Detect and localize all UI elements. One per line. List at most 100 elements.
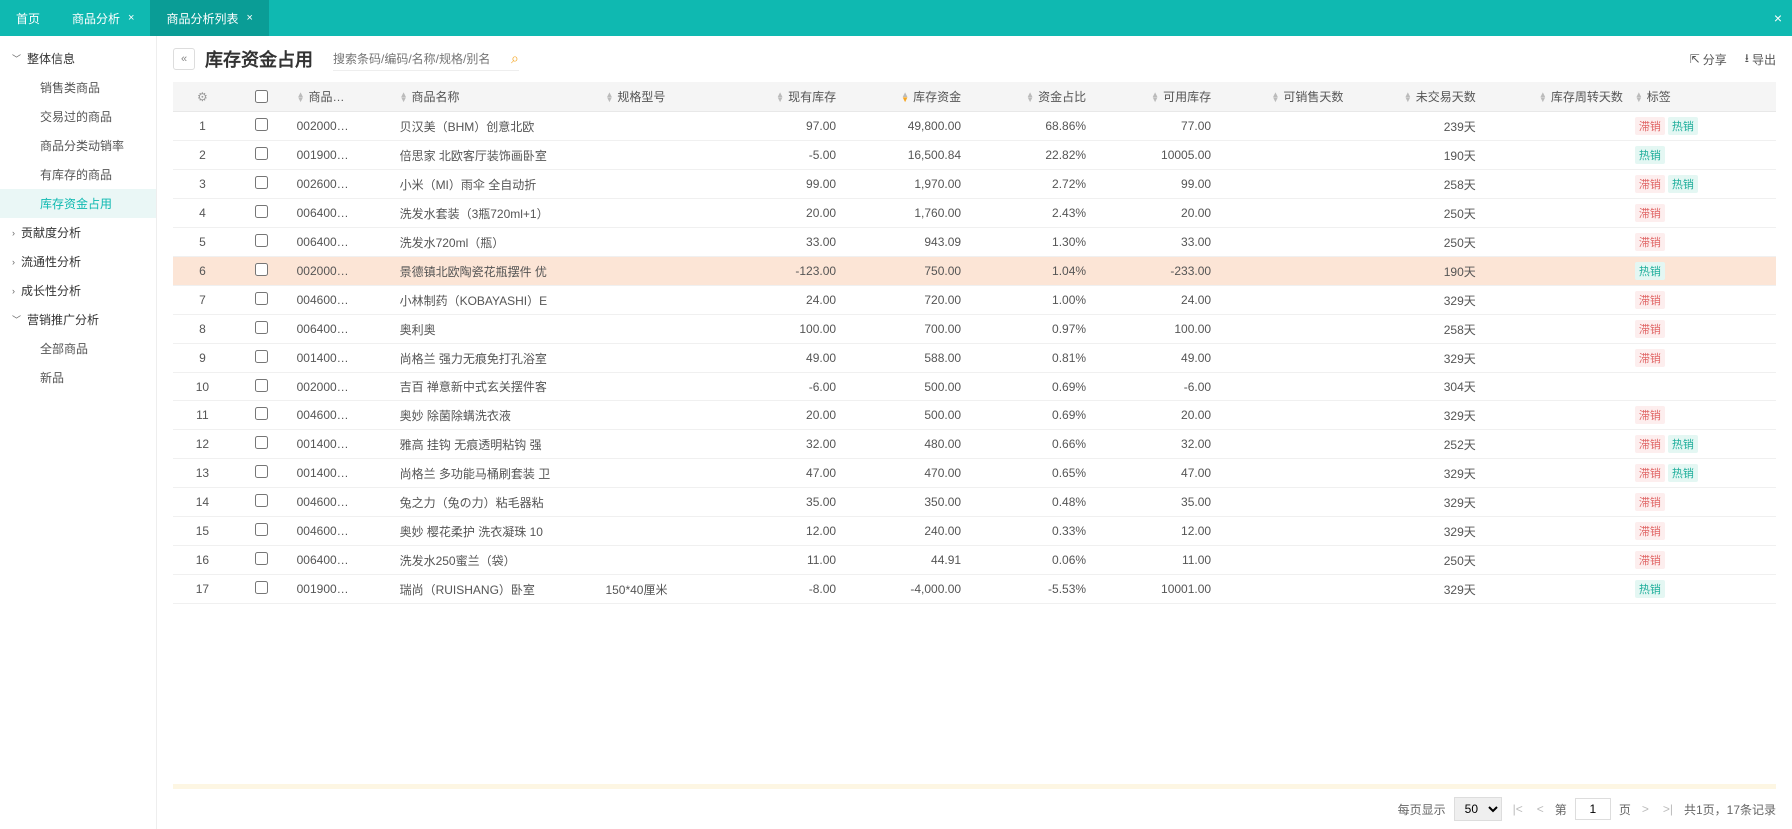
table-row[interactable]: 13001400…尚格兰 多功能马桶刷套装 卫47.00470.000.65%4… bbox=[173, 459, 1776, 488]
sidebar-item[interactable]: 库存资金占用 bbox=[0, 189, 156, 218]
row-checkbox[interactable] bbox=[255, 552, 268, 565]
column-header[interactable]: ▲▼资金占比 bbox=[967, 82, 1092, 112]
column-header[interactable]: ▲▼标签 bbox=[1629, 82, 1776, 112]
row-checkbox[interactable] bbox=[255, 465, 268, 478]
sidebar-item[interactable]: 全部商品 bbox=[0, 334, 156, 363]
row-checkbox[interactable] bbox=[255, 350, 268, 363]
column-label: 商品… bbox=[309, 88, 345, 105]
column-header[interactable]: ▲▼规格型号 bbox=[599, 82, 717, 112]
table-row[interactable]: 6002000…景德镇北欧陶瓷花瓶摆件 优-123.00750.001.04%-… bbox=[173, 257, 1776, 286]
column-label: 规格型号 bbox=[617, 88, 665, 105]
table-row[interactable]: 1002000…贝汉美（BHM）创意北欧97.0049,800.0068.86%… bbox=[173, 112, 1776, 141]
first-page-button[interactable]: |< bbox=[1510, 802, 1526, 816]
sidebar-group-header[interactable]: ›成长性分析 bbox=[0, 276, 156, 305]
row-checkbox[interactable] bbox=[255, 436, 268, 449]
tag-hot: 热销 bbox=[1668, 435, 1698, 453]
table-row[interactable]: 16006400…洗发水250蜜兰（袋）11.0044.910.06%11.00… bbox=[173, 546, 1776, 575]
table-row[interactable]: 5006400…洗发水720ml（瓶）33.00943.091.30%33.00… bbox=[173, 228, 1776, 257]
row-checkbox[interactable] bbox=[255, 523, 268, 536]
column-header[interactable]: ▲▼现有库存 bbox=[717, 82, 842, 112]
cell-saleDays bbox=[1217, 112, 1349, 141]
last-page-button[interactable]: >| bbox=[1660, 802, 1676, 816]
sidebar-group-header[interactable]: ﹀整体信息 bbox=[0, 44, 156, 73]
row-checkbox[interactable] bbox=[255, 407, 268, 420]
table-row[interactable]: 9001400…尚格兰 强力无痕免打孔浴室49.00588.000.81%49.… bbox=[173, 344, 1776, 373]
close-icon[interactable]: × bbox=[246, 12, 252, 24]
sidebar-group-header[interactable]: ›贡献度分析 bbox=[0, 218, 156, 247]
row-checkbox[interactable] bbox=[255, 292, 268, 305]
sidebar-group-header[interactable]: ›流通性分析 bbox=[0, 247, 156, 276]
gear-icon[interactable]: ⚙ bbox=[197, 90, 208, 104]
row-checkbox[interactable] bbox=[255, 118, 268, 131]
cell-name: 洗发水250蜜兰（袋） bbox=[394, 546, 600, 575]
sidebar: ﹀整体信息销售类商品交易过的商品商品分类动销率有库存的商品库存资金占用›贡献度分… bbox=[0, 36, 157, 829]
sort-icon: ▲▼ bbox=[1151, 92, 1159, 102]
row-checkbox[interactable] bbox=[255, 581, 268, 594]
row-index: 16 bbox=[173, 546, 232, 575]
sidebar-item[interactable]: 有库存的商品 bbox=[0, 160, 156, 189]
cell-avail: 77.00 bbox=[1092, 112, 1217, 141]
table-row[interactable]: 11004600…奥妙 除菌除螨洗衣液20.00500.000.69%20.00… bbox=[173, 401, 1776, 430]
page-input[interactable] bbox=[1575, 798, 1611, 820]
table-row[interactable]: 7004600…小林制药（KOBAYASHI）E24.00720.001.00%… bbox=[173, 286, 1776, 315]
row-checkbox[interactable] bbox=[255, 494, 268, 507]
row-checkbox[interactable] bbox=[255, 379, 268, 392]
prev-page-button[interactable]: < bbox=[1534, 802, 1547, 816]
cell-ratio: 68.86% bbox=[967, 112, 1092, 141]
row-checkbox[interactable] bbox=[255, 176, 268, 189]
cell-avail: 33.00 bbox=[1092, 228, 1217, 257]
share-button[interactable]: ⇱分享 bbox=[1690, 49, 1727, 70]
sidebar-item[interactable]: 新品 bbox=[0, 363, 156, 392]
cell-noTxDays: 329天 bbox=[1349, 459, 1481, 488]
row-checkbox[interactable] bbox=[255, 234, 268, 247]
collapse-sidebar-button[interactable]: « bbox=[173, 48, 195, 70]
row-checkbox[interactable] bbox=[255, 263, 268, 276]
select-all-checkbox[interactable] bbox=[255, 90, 268, 103]
sidebar-group-header[interactable]: ﹀营销推广分析 bbox=[0, 305, 156, 334]
close-icon[interactable]: × bbox=[128, 12, 134, 24]
pagination-summary: 共1页，17条记录 bbox=[1684, 801, 1776, 818]
cell-turnDays bbox=[1482, 488, 1629, 517]
table-row[interactable]: 15004600…奥妙 樱花柔护 洗衣凝珠 1012.00240.000.33%… bbox=[173, 517, 1776, 546]
sidebar-item[interactable]: 交易过的商品 bbox=[0, 102, 156, 131]
row-checkbox[interactable] bbox=[255, 321, 268, 334]
tag-slow: 滞销 bbox=[1635, 493, 1665, 511]
per-page-select[interactable]: 50 bbox=[1454, 797, 1502, 821]
column-label: 未交易天数 bbox=[1416, 88, 1476, 105]
table-row[interactable]: 4006400…洗发水套装（3瓶720ml+1）20.001,760.002.4… bbox=[173, 199, 1776, 228]
top-tab[interactable]: 商品分析列表× bbox=[150, 0, 268, 36]
column-header[interactable]: ▲▼可销售天数 bbox=[1217, 82, 1349, 112]
table-row[interactable]: 2001900…倍思家 北欧客厅装饰画卧室-5.0016,500.8422.82… bbox=[173, 141, 1776, 170]
tag-hot: 热销 bbox=[1668, 117, 1698, 135]
column-header[interactable]: ▲▼库存周转天数 bbox=[1482, 82, 1629, 112]
chevron-right-icon: › bbox=[12, 257, 15, 267]
column-header[interactable]: ▲▼库存资金 bbox=[842, 82, 967, 112]
row-index: 6 bbox=[173, 257, 232, 286]
column-header[interactable]: ▲▼可用库存 bbox=[1092, 82, 1217, 112]
sidebar-item[interactable]: 商品分类动销率 bbox=[0, 131, 156, 160]
row-checkbox[interactable] bbox=[255, 205, 268, 218]
cell-avail: 47.00 bbox=[1092, 459, 1217, 488]
column-header[interactable]: ▲▼商品… bbox=[291, 82, 394, 112]
cell-avail: 12.00 bbox=[1092, 517, 1217, 546]
cell-code: 004600… bbox=[291, 517, 394, 546]
search-icon[interactable]: ⌕ bbox=[511, 50, 519, 67]
table-row[interactable]: 3002600…小米（MI）雨伞 全自动折99.001,970.002.72%9… bbox=[173, 170, 1776, 199]
next-page-button[interactable]: > bbox=[1639, 802, 1652, 816]
row-checkbox[interactable] bbox=[255, 147, 268, 160]
cell-name: 小米（MI）雨伞 全自动折 bbox=[394, 170, 600, 199]
table-row[interactable]: 14004600…兔之力（兔の力）粘毛器粘35.00350.000.48%35.… bbox=[173, 488, 1776, 517]
top-tab[interactable]: 商品分析× bbox=[56, 0, 150, 36]
sidebar-item[interactable]: 销售类商品 bbox=[0, 73, 156, 102]
column-header[interactable]: ▲▼未交易天数 bbox=[1349, 82, 1481, 112]
top-tab[interactable]: 首页 bbox=[0, 0, 56, 36]
table-row[interactable]: 10002000…吉百 禅意新中式玄关摆件客-6.00500.000.69%-6… bbox=[173, 373, 1776, 401]
export-button[interactable]: ⭳导出 bbox=[1745, 49, 1776, 70]
table-row[interactable]: 17001900…瑞尚（RUISHANG）卧室150*40厘米-8.00-4,0… bbox=[173, 575, 1776, 604]
close-all-tabs-button[interactable]: × bbox=[1774, 0, 1782, 36]
table-row[interactable]: 12001400…雅高 挂钩 无痕透明粘钩 强32.00480.000.66%3… bbox=[173, 430, 1776, 459]
search-input[interactable] bbox=[333, 52, 503, 66]
cell-code: 001400… bbox=[291, 430, 394, 459]
column-header[interactable]: ▲▼商品名称 bbox=[394, 82, 600, 112]
table-row[interactable]: 8006400…奥利奥100.00700.000.97%100.00258天滞销 bbox=[173, 315, 1776, 344]
